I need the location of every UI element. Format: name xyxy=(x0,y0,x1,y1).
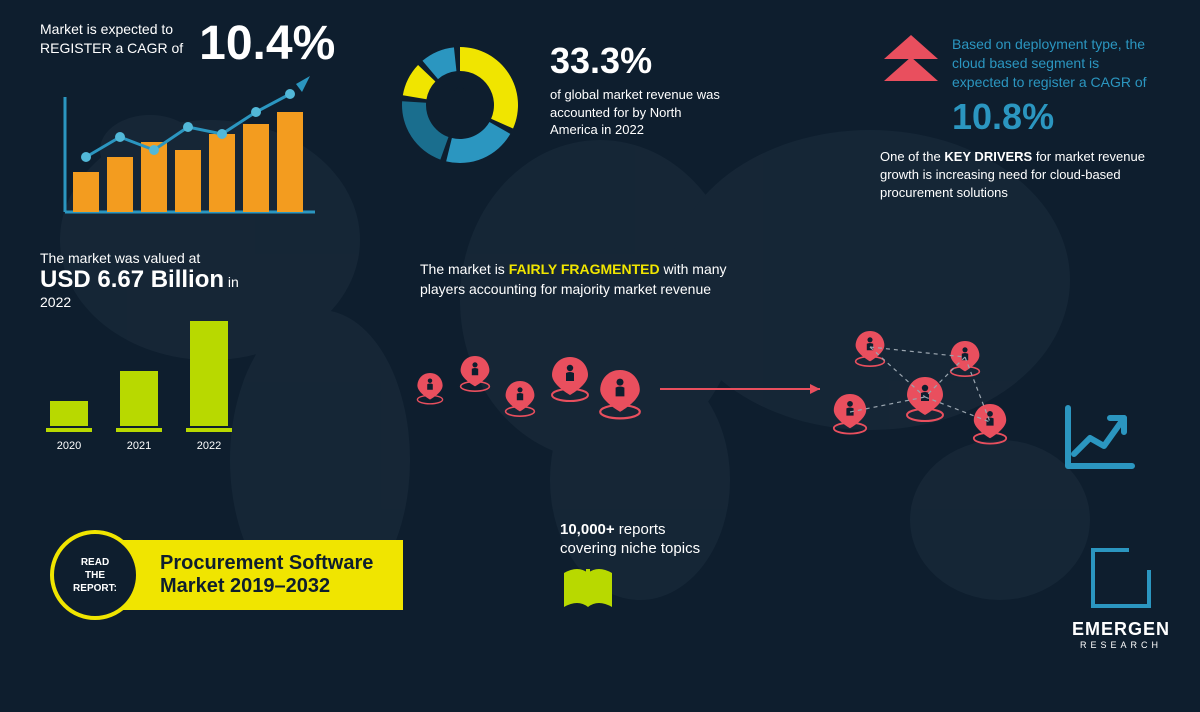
report-title-box: Procurement Software Market 2019–2032 xyxy=(120,540,403,610)
market-value-block: The market was valued at USD 6.67 Billio… xyxy=(40,250,280,452)
reports-count-bold: 10,000+ xyxy=(560,521,615,538)
driver-pre: One of the xyxy=(880,149,944,164)
cagr-intro-1: Market is expected to xyxy=(40,21,173,37)
frag-highlight: FAIRLY FRAGMENTED xyxy=(509,261,660,277)
growth-bar-line-chart xyxy=(55,80,315,220)
reports-count-block: 10,000+ reports covering niche topics xyxy=(560,520,780,616)
value-intro: The market was valued at xyxy=(40,250,280,266)
value-bar-label: 2021 xyxy=(114,440,164,452)
value-year: 2022 xyxy=(40,294,280,310)
value-amount: USD 6.67 Billion xyxy=(40,266,224,293)
brand-logo: EMERGEN RESEARCH xyxy=(1072,548,1170,650)
cagr-headline: Market is expected to REGISTER a CAGR of… xyxy=(40,20,360,68)
value-bar-label: 2020 xyxy=(44,440,94,452)
region-donut-chart xyxy=(390,35,530,180)
key-driver-text: One of the KEY DRIVERS for market revenu… xyxy=(880,148,1160,203)
logo-sub: RESEARCH xyxy=(1072,640,1170,650)
cloud-segment-block: Based on deployment type, the cloud base… xyxy=(880,35,1170,202)
reports-count-line2: covering niche topics xyxy=(560,540,780,557)
region-share-desc: of global market revenue was accounted f… xyxy=(550,86,730,139)
cagr-value: 10.4% xyxy=(199,20,335,68)
reports-count-rest: reports xyxy=(615,521,666,538)
driver-bold: KEY DRIVERS xyxy=(944,149,1032,164)
value-bar-chart: 2020 2021 2022 xyxy=(40,322,250,452)
report-title-line1: Procurement Software xyxy=(160,552,373,575)
growth-line-icon xyxy=(1060,400,1140,480)
logo-mark xyxy=(1091,548,1151,608)
region-share-text: 33.3% of global market revenue was accou… xyxy=(550,40,730,139)
cloud-intro-text: Based on deployment type, the cloud base… xyxy=(952,35,1157,92)
up-arrows-icon xyxy=(880,35,942,105)
region-share-pct: 33.3% xyxy=(550,40,730,82)
fragmentation-block: The market is FAIRLY FRAGMENTED with man… xyxy=(420,260,740,472)
market-pins-diagram xyxy=(420,317,1120,467)
value-bar-label: 2022 xyxy=(184,440,234,452)
book-icon xyxy=(560,567,616,611)
cagr-intro-2: REGISTER a CAGR of xyxy=(40,40,183,56)
read-report-badge: READTHEREPORT: xyxy=(50,530,140,620)
report-title-line2: Market 2019–2032 xyxy=(160,575,373,598)
frag-pre: The market is xyxy=(420,261,509,277)
logo-name: EMERGEN xyxy=(1072,619,1170,640)
report-banner[interactable]: READTHEREPORT: Procurement Software Mark… xyxy=(50,530,403,620)
value-amount-suffix: in xyxy=(224,274,239,290)
cloud-cagr-value: 10.8% xyxy=(952,96,1157,138)
